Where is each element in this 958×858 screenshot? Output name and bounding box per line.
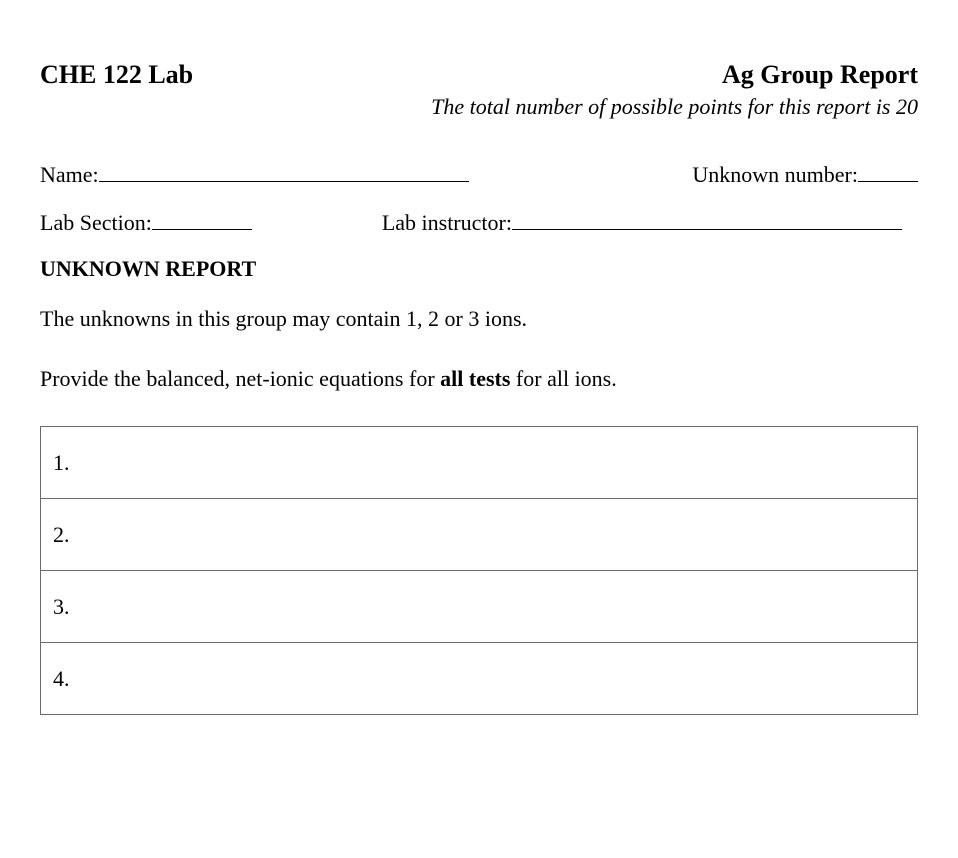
- section-heading: UNKNOWN REPORT: [40, 256, 918, 282]
- lab-instructor-blank[interactable]: [512, 208, 902, 230]
- lab-instructor-field: Lab instructor:: [382, 208, 902, 236]
- table-row: 2.: [41, 499, 918, 571]
- lab-instructor-label: Lab instructor:: [382, 210, 512, 236]
- table-row: 1.: [41, 427, 918, 499]
- table-row: 3.: [41, 571, 918, 643]
- subtitle: The total number of possible points for …: [40, 94, 918, 120]
- equation-table: 1. 2. 3. 4.: [40, 426, 918, 715]
- report-title: Ag Group Report: [722, 60, 918, 90]
- instruction-bold: all tests: [440, 366, 510, 391]
- course-title: CHE 122 Lab: [40, 60, 193, 90]
- instruction-prefix: Provide the balanced, net-ionic equation…: [40, 366, 440, 391]
- unknown-number-label: Unknown number:: [692, 162, 858, 188]
- form-row-2: Lab Section: Lab instructor:: [40, 208, 918, 236]
- lab-section-blank[interactable]: [152, 208, 252, 230]
- equation-cell-4[interactable]: 4.: [41, 643, 918, 715]
- form-row-1: Name: Unknown number:: [40, 160, 918, 188]
- lab-section-label: Lab Section:: [40, 210, 152, 236]
- unknown-number-field: Unknown number:: [692, 160, 918, 188]
- equation-cell-3[interactable]: 3.: [41, 571, 918, 643]
- instruction-text: Provide the balanced, net-ionic equation…: [40, 366, 918, 392]
- unknown-number-blank[interactable]: [858, 160, 918, 182]
- equation-cell-1[interactable]: 1.: [41, 427, 918, 499]
- name-label: Name:: [40, 162, 99, 188]
- header-row: CHE 122 Lab Ag Group Report: [40, 60, 918, 90]
- name-blank[interactable]: [99, 160, 469, 182]
- instruction-suffix: for all ions.: [510, 366, 616, 391]
- lab-section-field: Lab Section:: [40, 208, 252, 236]
- name-field: Name:: [40, 160, 469, 188]
- table-row: 4.: [41, 643, 918, 715]
- equation-cell-2[interactable]: 2.: [41, 499, 918, 571]
- description-text: The unknowns in this group may contain 1…: [40, 306, 918, 332]
